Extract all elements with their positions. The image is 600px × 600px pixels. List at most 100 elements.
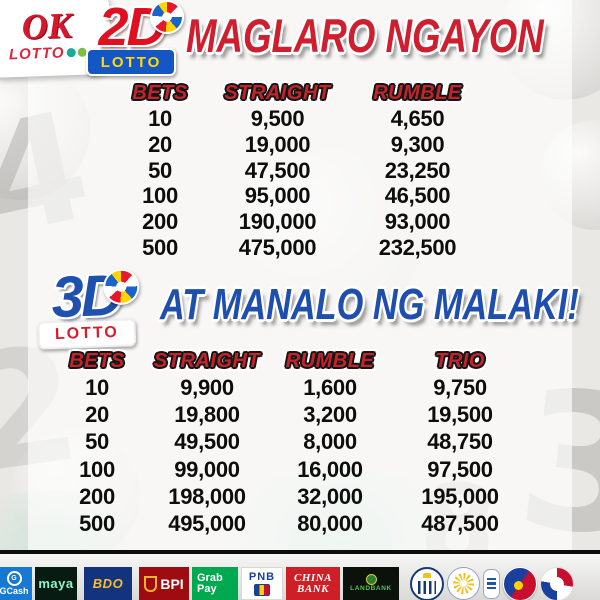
- table-row: 10 9,900 1,600 9,750: [40, 374, 520, 401]
- table-cell: 4,650: [390, 106, 445, 131]
- table-cell: 1,600: [303, 374, 357, 400]
- column-header: BETS: [69, 349, 125, 372]
- table-cell: 48,750: [427, 429, 493, 455]
- table-cell: 19,800: [174, 401, 240, 427]
- table-row: 100 99,000 16,000 97,500: [40, 456, 520, 483]
- table-cell: 19,500: [427, 401, 493, 427]
- sun-seal-icon: [447, 567, 480, 600]
- table-cell: 8,000: [303, 429, 357, 455]
- column-header: STRAIGHT: [153, 349, 261, 372]
- ok-lotto-logo-sub-text: LOTTO: [8, 44, 65, 64]
- bpi-logo: BPI: [139, 567, 189, 600]
- table-cell: 495,000: [168, 511, 246, 537]
- gcash-label: GCash: [0, 586, 29, 596]
- table-cell: 195,000: [421, 483, 499, 509]
- table-cell: 9,750: [433, 374, 487, 400]
- headline-2d: MAGLARO NGAYON: [186, 9, 544, 62]
- table-cell: 198,000: [168, 483, 246, 509]
- landbank-logo: LANDBANK: [343, 567, 399, 600]
- landbank-label: LANDBANK: [350, 585, 392, 593]
- table-cell: 500: [79, 511, 115, 537]
- 2d-lotto-logo: 2D LOTTO: [86, 0, 184, 76]
- table-cell: 100: [142, 183, 178, 209]
- table-cell: 23,250: [384, 157, 451, 183]
- table-cell: 232,500: [378, 234, 457, 260]
- payout-table-3d: BETS STRAIGHT RUMBLE TRIO 10 9,900 1,600 9,…: [40, 348, 520, 538]
- table-cell: 190,000: [238, 209, 317, 235]
- pnb-emblem-icon: [254, 583, 270, 596]
- bpi-shield-icon: [144, 575, 158, 592]
- payment-footer: G GCash maya BDO BPI Grab Pay PNB: [0, 554, 600, 600]
- bpi-label: BPI: [160, 575, 184, 592]
- table-cell: 100: [79, 456, 115, 482]
- table-row: 50 49,500 8,000 48,750: [40, 429, 520, 456]
- headline-3d: AT MANALO NG MALAKI!: [160, 280, 579, 329]
- landbank-tree-icon: [365, 574, 377, 586]
- flag-sun-icon: [514, 580, 523, 590]
- maya-label: maya: [38, 576, 74, 591]
- table-row: 500 495,000 80,000 487,500: [40, 510, 520, 537]
- table-cell: 475,000: [238, 234, 317, 260]
- pcso-crown-icon: [423, 572, 431, 578]
- table-cell: 3,200: [303, 401, 357, 427]
- pnb-label: PNB: [248, 570, 276, 583]
- bdo-label: BDO: [92, 576, 124, 591]
- mini-ball-icon: [66, 47, 76, 58]
- column-header: RUMBLE: [285, 349, 375, 372]
- table-cell: 20: [148, 131, 172, 157]
- ok-lotto-logo-sub: LOTTO: [9, 43, 87, 63]
- table-body: 10 9,900 1,600 9,750 20 19,800 3,200 19,500 50 49…: [40, 374, 520, 538]
- table-row: 50 47,500 23,250: [95, 158, 505, 184]
- table-cell: 46,500: [384, 183, 451, 209]
- grabpay-logo: Grab Pay: [192, 567, 238, 600]
- table-cell: 200: [79, 483, 115, 509]
- table-cell: 200: [142, 209, 178, 235]
- table-cell: 500: [142, 234, 178, 260]
- 3d-lotto-logo: 3D LOTTO: [35, 263, 140, 350]
- maya-logo: maya: [35, 567, 77, 600]
- payout-table-2d: BETS STRAIGHT RUMBLE 10 9,500 4,650 20 19,00…: [95, 80, 505, 261]
- table-cell: 19,000: [244, 131, 311, 157]
- table-row: 10 9,500 4,650: [95, 106, 505, 132]
- table-cell: 97,500: [427, 456, 493, 482]
- table-cell: 32,000: [297, 483, 363, 509]
- table-cell: 50: [85, 429, 109, 455]
- table-cell: 99,000: [174, 456, 240, 482]
- table-cell: 9,500: [250, 106, 305, 131]
- table-cell: 80,000: [297, 511, 363, 537]
- swirl-ball-icon: [540, 566, 574, 600]
- table-row: 100 95,000 46,500: [95, 183, 505, 209]
- pcso-seal-icon: [410, 566, 444, 600]
- award-badge-icon: [483, 568, 500, 599]
- ok-lotto-logo-text: OK: [21, 5, 73, 48]
- table-cell: 487,500: [421, 511, 499, 537]
- column-header: TRIO: [435, 349, 485, 372]
- 2d-lotto-logo-sub: LOTTO: [86, 48, 176, 76]
- payment-logo-list: G GCash maya BDO BPI Grab Pay PNB: [0, 566, 600, 600]
- table-cell: 9,300: [390, 131, 445, 157]
- chinabank-label: CHINA BANK: [294, 571, 332, 595]
- table-row: 200 198,000 32,000 195,000: [40, 483, 520, 510]
- table-cell: 9,900: [180, 374, 234, 400]
- column-header: BETS: [132, 81, 188, 104]
- table-cell: 95,000: [244, 183, 311, 209]
- gcash-icon: G: [6, 571, 22, 586]
- table-cell: 16,000: [297, 456, 363, 482]
- table-row: 20 19,800 3,200 19,500: [40, 401, 520, 428]
- table-row: 200 190,000 93,000: [95, 209, 505, 235]
- pnb-logo: PNB: [241, 567, 283, 600]
- table-cell: 93,000: [384, 209, 451, 235]
- pcso-stripes-icon: [418, 580, 436, 594]
- table-cell: 10: [148, 106, 172, 131]
- gcash-logo: G GCash: [0, 567, 32, 600]
- table-cell: 50: [148, 157, 172, 183]
- chinabank-logo: CHINA BANK: [286, 567, 340, 600]
- grabpay-label: Grab Pay: [197, 571, 223, 595]
- table-cell: 20: [85, 401, 109, 427]
- table-body: 10 9,500 4,650 20 19,000 9,300 50 47,500 23,250 1…: [95, 106, 505, 261]
- table-header-row: BETS STRAIGHT RUMBLE: [95, 80, 505, 106]
- table-cell: 47,500: [244, 157, 311, 183]
- table-cell: 10: [85, 374, 109, 400]
- table-row: 20 19,000 9,300: [95, 132, 505, 158]
